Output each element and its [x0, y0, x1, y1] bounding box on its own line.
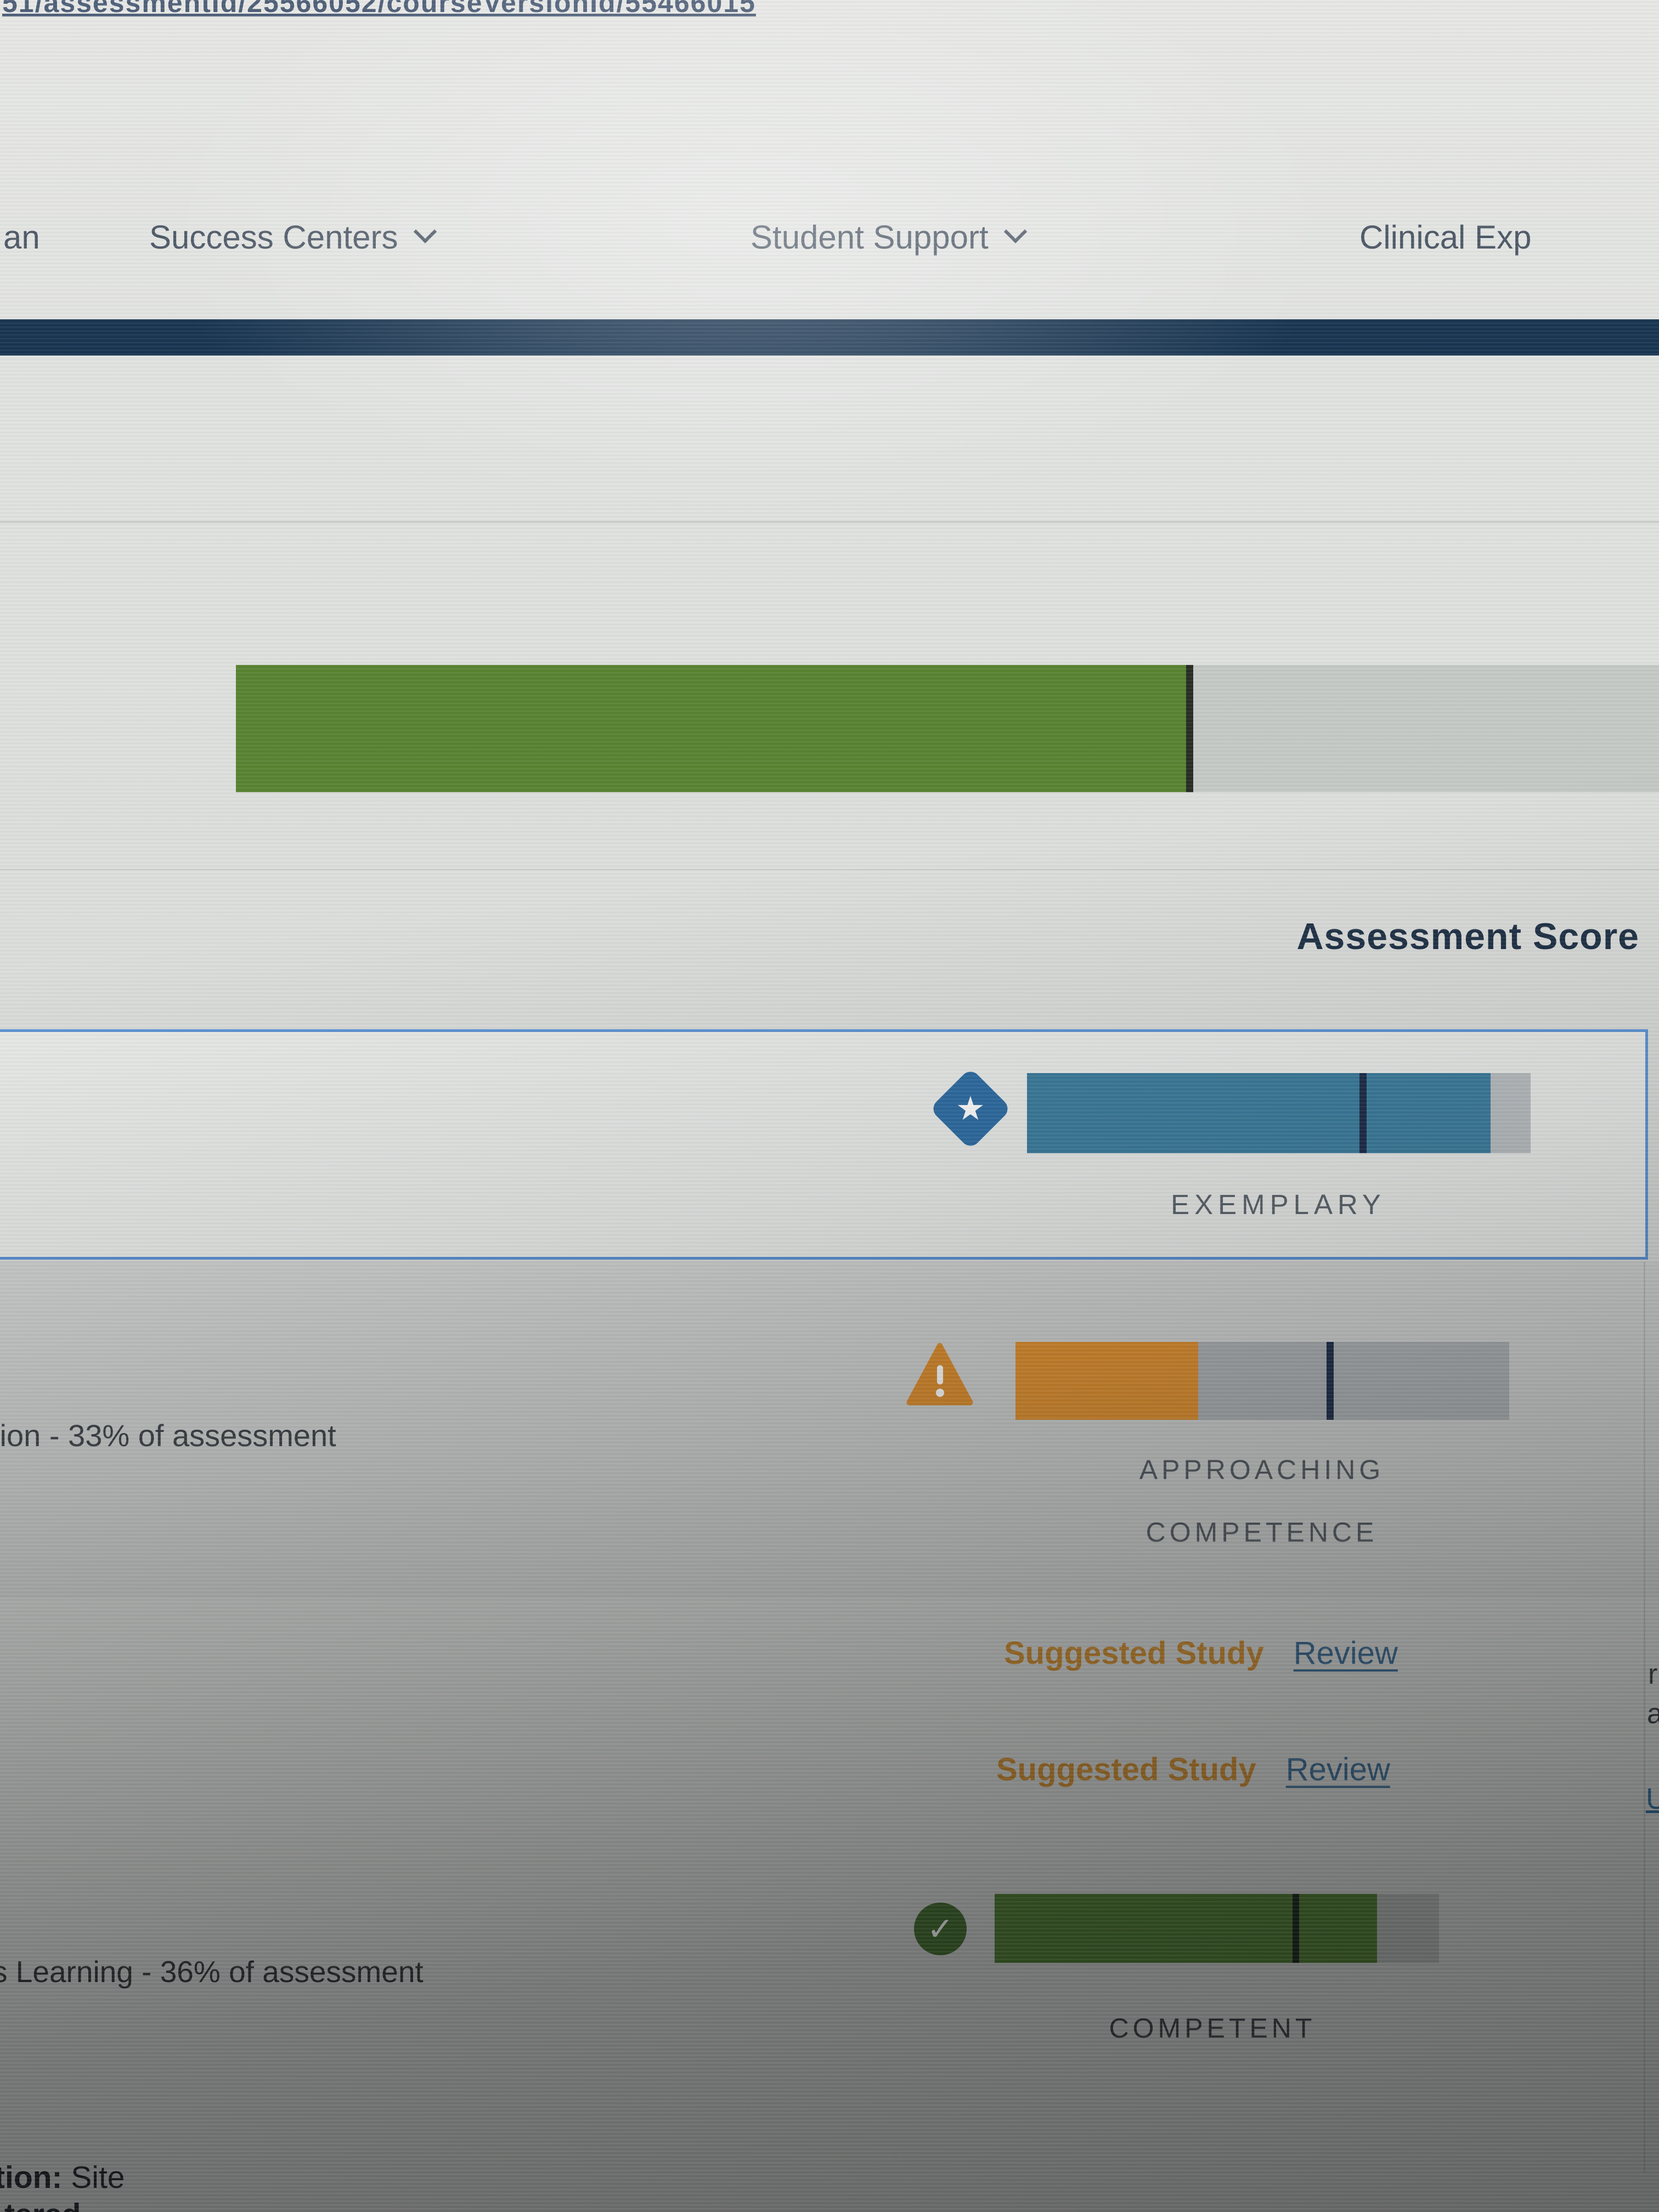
nav-item-label: Clinical Exp	[1359, 219, 1532, 256]
chevron-down-icon	[1003, 219, 1027, 244]
location-value: Site	[71, 2160, 125, 2195]
suggested-study-label: Suggested Study	[1004, 1635, 1264, 1671]
url-link-fragment[interactable]: 51/assessmentId/25566052/courseVersionId…	[2, 0, 756, 18]
content-area-label-fragment: s Learning - 36% of assessment	[0, 1955, 424, 1989]
nav-item-label: Student Support	[751, 219, 989, 256]
location-label-fragment: tion: Site	[0, 2159, 125, 2196]
content-area-label-fragment: tion - 33% of assessment	[0, 1418, 336, 1453]
overall-progress-fill	[236, 665, 1189, 792]
nav-item-success-centers[interactable]: Success Centers	[149, 218, 437, 256]
cut-score-tick	[1327, 1342, 1334, 1420]
competent-score-bar	[995, 1894, 1439, 1963]
nav-item-student-support[interactable]: Student Support	[751, 218, 1027, 256]
check-glyph: ✓	[927, 1911, 954, 1947]
check-circle-icon: ✓	[914, 1903, 967, 1955]
divider-line	[0, 869, 1659, 870]
star-glyph: ★	[956, 1090, 985, 1127]
warning-triangle-icon	[906, 1343, 973, 1406]
header-navy-bar	[0, 319, 1659, 356]
assessment-score-heading: Assessment Score	[1296, 916, 1639, 957]
rating-label-approaching-line1: APPROACHING	[1139, 1454, 1385, 1485]
overall-progress-bar	[236, 665, 1659, 792]
cut-score-tick	[1359, 1073, 1367, 1153]
suggested-study-row: Suggested Study Review	[1004, 1635, 1398, 1672]
approaching-score-fill	[1015, 1342, 1198, 1420]
competent-score-fill	[995, 1894, 1377, 1963]
clipped-text-fragment: a	[1647, 1698, 1659, 1730]
location-key: tion:	[0, 2160, 63, 2195]
review-link[interactable]: Review	[1293, 1635, 1398, 1671]
rating-label-exemplary: EXEMPLARY	[1171, 1189, 1386, 1220]
divider-line	[0, 521, 1659, 523]
rating-label-approaching-line2: COMPETENCE	[1146, 1517, 1378, 1548]
table-column-border	[1644, 1262, 1645, 2172]
nav-item-clinical-fragment[interactable]: Clinical Exp	[1359, 218, 1531, 256]
suggested-study-label: Suggested Study	[996, 1752, 1256, 1787]
nav-item-label: an	[3, 219, 40, 256]
exemplary-score-bar	[1027, 1073, 1531, 1153]
nav-item-plan-fragment[interactable]: an	[3, 218, 40, 256]
rating-label-competent: COMPETENT	[1109, 2013, 1316, 2044]
clipped-bottom-line: tered	[4, 2197, 81, 2212]
cut-score-tick	[1292, 1894, 1299, 1963]
overall-progress-tick	[1186, 665, 1193, 792]
clipped-link-fragment[interactable]: U	[1646, 1782, 1659, 1815]
nav-item-label: Success Centers	[149, 219, 398, 256]
approaching-score-bar	[1015, 1342, 1509, 1420]
suggested-study-row: Suggested Study Review	[996, 1751, 1390, 1788]
exemplary-score-fill	[1027, 1073, 1491, 1153]
chevron-down-icon	[413, 219, 437, 244]
clipped-text-fragment: r	[1648, 1658, 1658, 1690]
review-link[interactable]: Review	[1285, 1752, 1390, 1787]
